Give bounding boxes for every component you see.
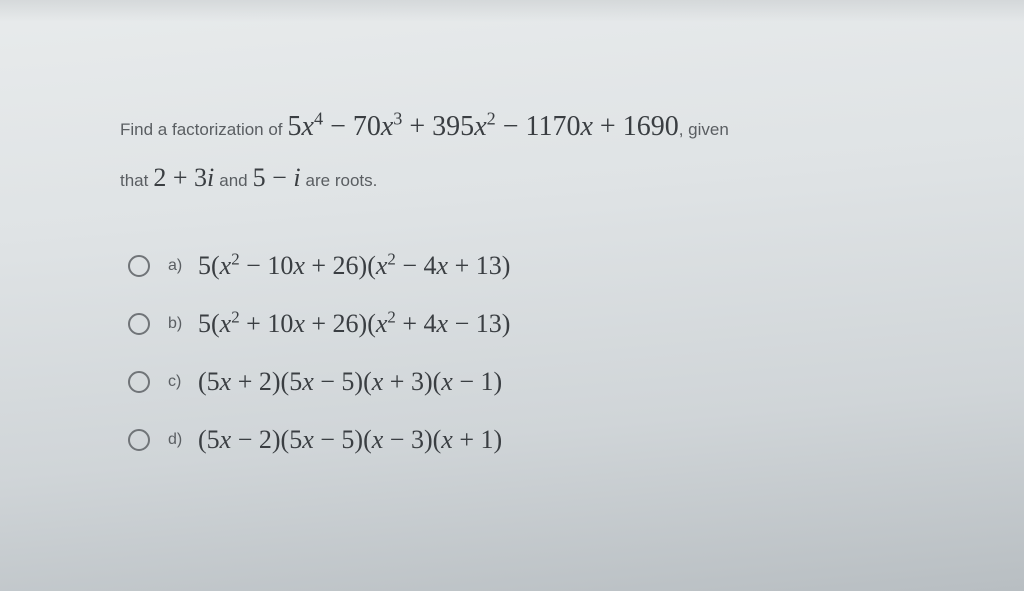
question-page: Find a factorization of 5x4 − 70x3 + 395… [0, 0, 1024, 523]
radio-icon[interactable] [128, 255, 150, 277]
option-expression: (5x + 2)(5x − 5)(x + 3)(x − 1) [198, 367, 502, 397]
option-c[interactable]: c) (5x + 2)(5x − 5)(x + 3)(x − 1) [128, 367, 964, 397]
option-expression: 5(x2 − 10x + 26)(x2 − 4x + 13) [198, 251, 510, 281]
top-shadow [0, 0, 1024, 22]
option-key: a) [168, 257, 188, 275]
option-d[interactable]: d) (5x − 2)(5x − 5)(x − 3)(x + 1) [128, 425, 964, 455]
question-line2-end: are roots. [306, 171, 378, 190]
question-root1: 2 + 3i [153, 163, 214, 192]
question-lead: Find a factorization of [120, 120, 283, 139]
question-root2: 5 − i [253, 163, 301, 192]
option-expression: (5x − 2)(5x − 5)(x − 3)(x + 1) [198, 425, 502, 455]
question-stem: Find a factorization of 5x4 − 70x3 + 395… [120, 100, 964, 203]
radio-icon[interactable] [128, 313, 150, 335]
options-list: a) 5(x2 − 10x + 26)(x2 − 4x + 13) b) 5(x… [128, 251, 964, 455]
option-a[interactable]: a) 5(x2 − 10x + 26)(x2 − 4x + 13) [128, 251, 964, 281]
question-line2-a: that [120, 171, 148, 190]
question-tail: , given [679, 120, 729, 139]
option-key: b) [168, 315, 188, 333]
option-expression: 5(x2 + 10x + 26)(x2 + 4x − 13) [198, 309, 510, 339]
radio-icon[interactable] [128, 371, 150, 393]
radio-icon[interactable] [128, 429, 150, 451]
question-mid: and [219, 171, 247, 190]
question-polynomial: 5x4 − 70x3 + 395x2 − 1170x + 1690 [288, 111, 679, 142]
option-b[interactable]: b) 5(x2 + 10x + 26)(x2 + 4x − 13) [128, 309, 964, 339]
option-key: d) [168, 431, 188, 449]
option-key: c) [168, 373, 188, 391]
